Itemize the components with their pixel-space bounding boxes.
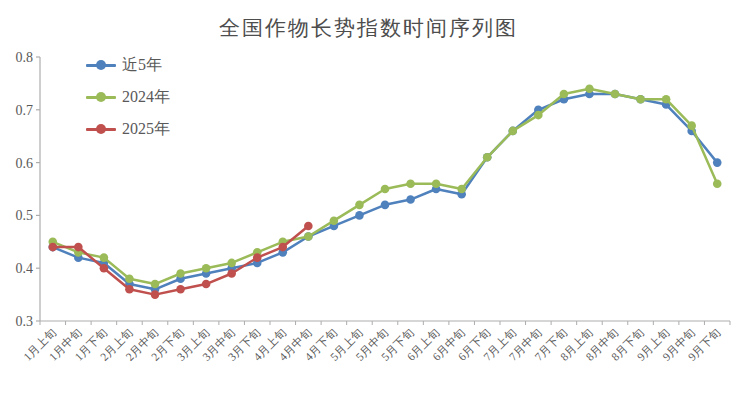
marker-y2025 (74, 243, 83, 252)
marker-y2025 (151, 290, 160, 299)
legend-label-2024: 2024年 (122, 87, 170, 108)
y-tick-label: 0.7 (16, 103, 34, 118)
marker-y2024 (483, 153, 492, 162)
marker-y2024 (355, 201, 364, 210)
marker-y2024 (202, 264, 211, 273)
y-tick-label: 0.8 (16, 50, 34, 65)
marker-recent5y (355, 211, 364, 220)
marker-y2024 (125, 274, 134, 283)
marker-y2024 (406, 179, 415, 188)
marker-y2024 (304, 232, 313, 241)
marker-recent5y (713, 158, 722, 167)
marker-y2025 (227, 269, 236, 278)
marker-recent5y (381, 201, 390, 210)
legend-marker-2024 (86, 91, 116, 103)
legend-label-2025: 2025年 (122, 119, 170, 140)
marker-y2024 (585, 84, 594, 93)
marker-y2024 (534, 111, 543, 120)
marker-recent5y (406, 195, 415, 204)
marker-y2024 (636, 95, 645, 104)
y-tick-label: 0.4 (16, 261, 34, 276)
y-tick-label: 0.6 (16, 156, 34, 171)
marker-y2024 (687, 121, 696, 130)
legend-item-recent5y: 近5年 (86, 52, 170, 78)
marker-y2024 (560, 90, 569, 99)
marker-y2024 (457, 185, 466, 194)
crop-growth-index-chart: 全国作物长势指数时间序列图 近5年 2024年 2025年 0.30.40.50… (0, 0, 737, 419)
marker-y2025 (176, 285, 185, 294)
marker-y2024 (381, 185, 390, 194)
legend-item-2025: 2025年 (86, 116, 170, 142)
marker-y2025 (48, 243, 57, 252)
marker-y2024 (432, 179, 441, 188)
marker-y2024 (176, 269, 185, 278)
marker-y2024 (662, 95, 671, 104)
legend-item-2024: 2024年 (86, 84, 170, 110)
legend-marker-2025 (86, 123, 116, 135)
marker-y2024 (227, 259, 236, 268)
marker-y2024 (330, 216, 339, 225)
legend-marker-recent5y (86, 59, 116, 71)
marker-y2025 (304, 222, 313, 231)
marker-y2024 (100, 253, 109, 262)
y-tick-label: 0.3 (16, 314, 34, 329)
legend-label-recent5y: 近5年 (122, 55, 162, 76)
chart-legend: 近5年 2024年 2025年 (86, 52, 170, 148)
marker-y2024 (611, 90, 620, 99)
marker-y2025 (253, 253, 262, 262)
marker-y2024 (151, 280, 160, 289)
marker-y2024 (713, 179, 722, 188)
marker-y2025 (202, 280, 211, 289)
marker-y2025 (125, 285, 134, 294)
marker-y2024 (508, 127, 517, 136)
marker-y2025 (100, 264, 109, 273)
marker-y2025 (278, 243, 287, 252)
y-tick-label: 0.5 (16, 208, 34, 223)
